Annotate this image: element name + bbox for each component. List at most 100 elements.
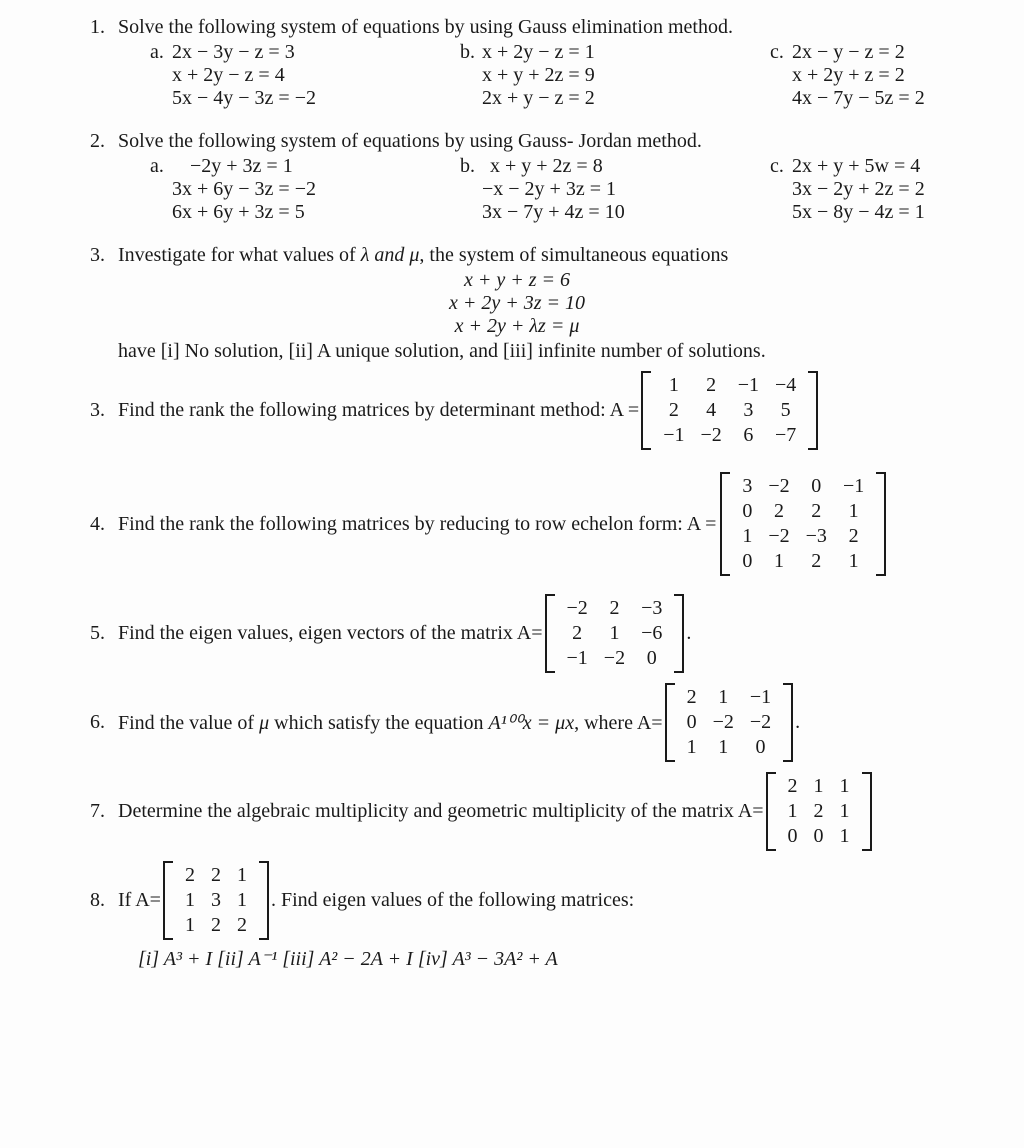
matrix-cell: −7 (767, 423, 804, 448)
q5-matrix: −22−321−6−1−20 (545, 594, 685, 673)
matrix-cell: 0 (798, 474, 835, 499)
matrix-cell: 5 (767, 398, 804, 423)
q6-suffix: . (795, 711, 800, 734)
q1-b-eq1: x + 2y − z = 1 (482, 41, 595, 63)
matrix-cell: 0 (734, 499, 760, 524)
q2-c-label: c. (770, 155, 792, 178)
q1-b-label: b. (460, 41, 482, 64)
q1-prompt: Solve the following system of equations … (118, 16, 733, 39)
question-7: 7. Determine the algebraic multiplicity … (90, 770, 984, 853)
matrix-cell: 1 (832, 774, 858, 799)
q4-number: 4. (90, 513, 118, 536)
q1-a-eq1: 2x − 3y − z = 3 (172, 41, 295, 63)
q1-c-eq3: 4x − 7y − 5z = 2 (792, 87, 925, 109)
matrix-cell: 1 (596, 621, 633, 646)
matrix-cell: −1 (559, 646, 596, 671)
q8-matrix: 221131122 (163, 861, 269, 940)
q7-prompt: Determine the algebraic multiplicity and… (118, 800, 764, 823)
q2-a-eq1: −2y + 3z = 1 (172, 155, 293, 177)
q2-a-label: a. (150, 155, 172, 178)
q3a-have: have [i] No solution, [ii] A unique solu… (118, 340, 984, 363)
q1-b-eq2: x + y + 2z = 9 (482, 64, 595, 86)
matrix-cell: 1 (835, 499, 872, 524)
q2-b: b.x + y + 2z = 8 −x − 2y + 3z = 1 3x − 7… (460, 155, 710, 224)
q2-c: c.2x + y + 5w = 4 3x − 2y + 2z = 2 5x − … (770, 155, 1020, 224)
q3a-eq3: x + 2y + λz = μ (50, 315, 984, 338)
question-5: 5. Find the eigen values, eigen vectors … (90, 592, 984, 675)
matrix-cell: 0 (633, 646, 670, 671)
matrix-cell: 2 (835, 524, 872, 549)
q5-suffix: . (686, 622, 691, 645)
matrix-cell: 0 (780, 824, 806, 849)
matrix-cell: 3 (203, 888, 229, 913)
question-8: 8. If A= 221131122 . Find eigen values o… (90, 859, 984, 971)
q1-b: b.x + 2y − z = 1 x + y + 2z = 9 2x + y −… (460, 41, 710, 110)
matrix-cell: −3 (633, 596, 670, 621)
matrix-cell: 1 (705, 735, 742, 760)
q8-number: 8. (90, 889, 118, 912)
q2-b-eq3: 3x − 7y + 4z = 10 (482, 201, 625, 223)
matrix-cell: 1 (806, 774, 832, 799)
q4-matrix: 3−20−102211−2−320121 (720, 472, 886, 576)
q2-a: a.−2y + 3z = 1 3x + 6y − 3z = −2 6x + 6y… (150, 155, 400, 224)
matrix-cell: 2 (177, 863, 203, 888)
q8-suffix: . Find eigen values of the following mat… (271, 889, 634, 912)
matrix-cell: 1 (835, 549, 872, 574)
matrix-cell: 2 (692, 373, 729, 398)
q1-a-eq3: 5x − 4y − 3z = −2 (172, 87, 316, 109)
q5-prompt: Find the eigen values, eigen vectors of … (118, 622, 543, 645)
q5-number: 5. (90, 622, 118, 645)
matrix-cell: 3 (730, 398, 767, 423)
q1-subs: a.2x − 3y − z = 3 x + 2y − z = 4 5x − 4y… (150, 41, 984, 110)
question-3-investigate: 3. Investigate for what values of λ and … (90, 244, 984, 363)
matrix-cell: −2 (559, 596, 596, 621)
matrix-cell: −6 (633, 621, 670, 646)
q3a-eq2: x + 2y + 3z = 10 (50, 292, 984, 315)
matrix-cell: 2 (596, 596, 633, 621)
matrix-cell: 1 (832, 824, 858, 849)
matrix-cell: 2 (780, 774, 806, 799)
q3a-eq1: x + y + z = 6 (50, 269, 984, 292)
matrix-cell: −4 (767, 373, 804, 398)
matrix-cell: 2 (229, 913, 255, 938)
matrix-cell: 2 (203, 863, 229, 888)
q1-c-label: c. (770, 41, 792, 64)
q7-matrix: 211121001 (766, 772, 872, 851)
matrix-cell: 1 (705, 685, 742, 710)
matrix-cell: 2 (655, 398, 692, 423)
matrix-cell: 0 (806, 824, 832, 849)
q1-a-eq2: x + 2y − z = 4 (172, 64, 285, 86)
q3b-number: 3. (90, 399, 118, 422)
q3b-prompt: Find the rank the following matrices by … (118, 399, 639, 422)
q2-c-eq1: 2x + y + 5w = 4 (792, 155, 920, 177)
matrix-cell: −2 (760, 474, 797, 499)
matrix-cell: 1 (832, 799, 858, 824)
q1-number: 1. (90, 16, 118, 39)
matrix-cell: −1 (730, 373, 767, 398)
matrix-cell: 0 (734, 549, 760, 574)
matrix-cell: −3 (798, 524, 835, 549)
matrix-cell: 1 (679, 735, 705, 760)
matrix-cell: 2 (760, 499, 797, 524)
question-4: 4. Find the rank the following matrices … (90, 470, 984, 578)
matrix-cell: 3 (734, 474, 760, 499)
q2-subs: a.−2y + 3z = 1 3x + 6y − 3z = −2 6x + 6y… (150, 155, 984, 224)
q7-number: 7. (90, 800, 118, 823)
matrix-cell: 1 (177, 888, 203, 913)
question-6: 6. Find the value of μ which satisfy the… (90, 681, 984, 764)
q1-c-eq2: x + 2y + z = 2 (792, 64, 905, 86)
q1-a: a.2x − 3y − z = 3 x + 2y − z = 4 5x − 4y… (150, 41, 400, 110)
matrix-cell: 6 (730, 423, 767, 448)
q2-number: 2. (90, 130, 118, 153)
q3a-number: 3. (90, 244, 118, 267)
matrix-cell: −1 (835, 474, 872, 499)
q1-b-eq3: 2x + y − z = 2 (482, 87, 595, 109)
q8-parts: [i] A³ + I [ii] A⁻¹ [iii] A² − 2A + I [i… (138, 946, 984, 971)
matrix-cell: −2 (596, 646, 633, 671)
q2-b-eq1: x + y + 2z = 8 (482, 155, 603, 177)
q6-number: 6. (90, 711, 118, 734)
matrix-cell: 2 (798, 499, 835, 524)
matrix-cell: 1 (229, 863, 255, 888)
q2-prompt: Solve the following system of equations … (118, 130, 702, 153)
matrix-cell: −2 (760, 524, 797, 549)
